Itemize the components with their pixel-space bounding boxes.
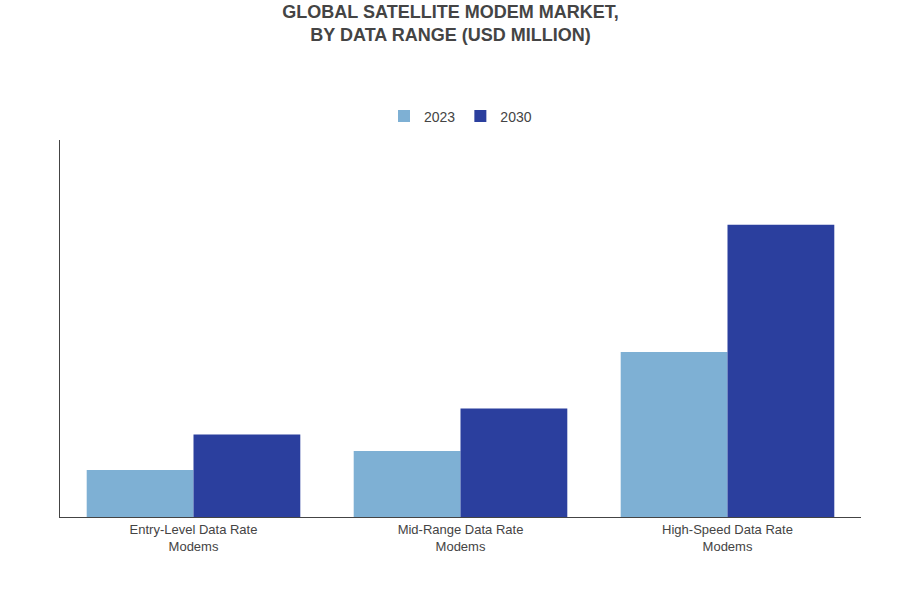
svg-text:High-Speed Data RateModems: High-Speed Data RateModems [662, 522, 793, 554]
svg-text:Mid-Range Data RateModems: Mid-Range Data RateModems [398, 522, 524, 554]
svg-text:2023: 2023 [424, 109, 455, 125]
svg-text:2030: 2030 [500, 109, 531, 125]
svg-text:GLOBAL SATELLITE MODEM MARKET,: GLOBAL SATELLITE MODEM MARKET,BY DATA RA… [282, 2, 618, 45]
svg-text:Entry-Level Data RateModems: Entry-Level Data RateModems [130, 522, 258, 554]
